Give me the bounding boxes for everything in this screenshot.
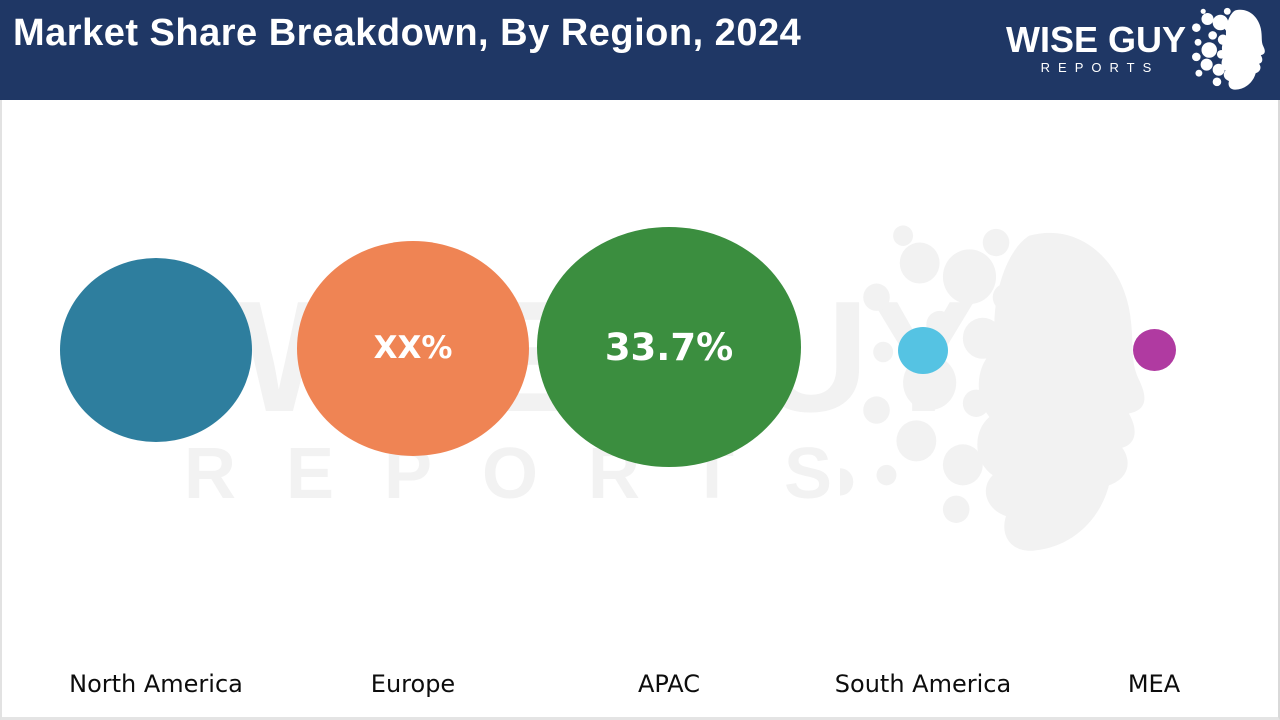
category-label-apac: APAC xyxy=(637,670,701,698)
bubble-europe: XX% xyxy=(297,240,529,456)
logo-wordmark: WISE GUY xyxy=(1005,19,1186,60)
bubble-value-label: 33.7% xyxy=(604,325,734,369)
category-label-north-america: North America xyxy=(69,670,243,698)
bubble-value-label: XX% xyxy=(373,330,453,366)
category-label-mea: MEA xyxy=(1127,670,1181,698)
bubble-apac: 33.7% xyxy=(537,227,801,467)
logo-text: WISE GUY REPORTS xyxy=(1005,19,1186,76)
bubble-south-america xyxy=(898,326,948,374)
page-title: Market Share Breakdown, By Region, 2024 xyxy=(13,12,802,54)
category-label-europe: Europe xyxy=(370,670,456,698)
chart-area: WISE GUY REPORTS XX%33.7% North AmericaE… xyxy=(0,100,1280,720)
bubble-mea xyxy=(1132,329,1176,371)
logo-head-icon xyxy=(1192,7,1265,90)
wise-guy-logo: WISE GUY REPORTS xyxy=(1006,0,1272,100)
watermark-reports: REPORTS xyxy=(184,434,883,514)
category-label-south-america: South America xyxy=(834,670,1012,698)
bubble-north-america xyxy=(60,258,252,442)
watermark-head-icon xyxy=(840,225,1145,551)
header-bar: Market Share Breakdown, By Region, 2024 … xyxy=(0,0,1280,100)
logo-subtitle: REPORTS xyxy=(1040,60,1160,75)
